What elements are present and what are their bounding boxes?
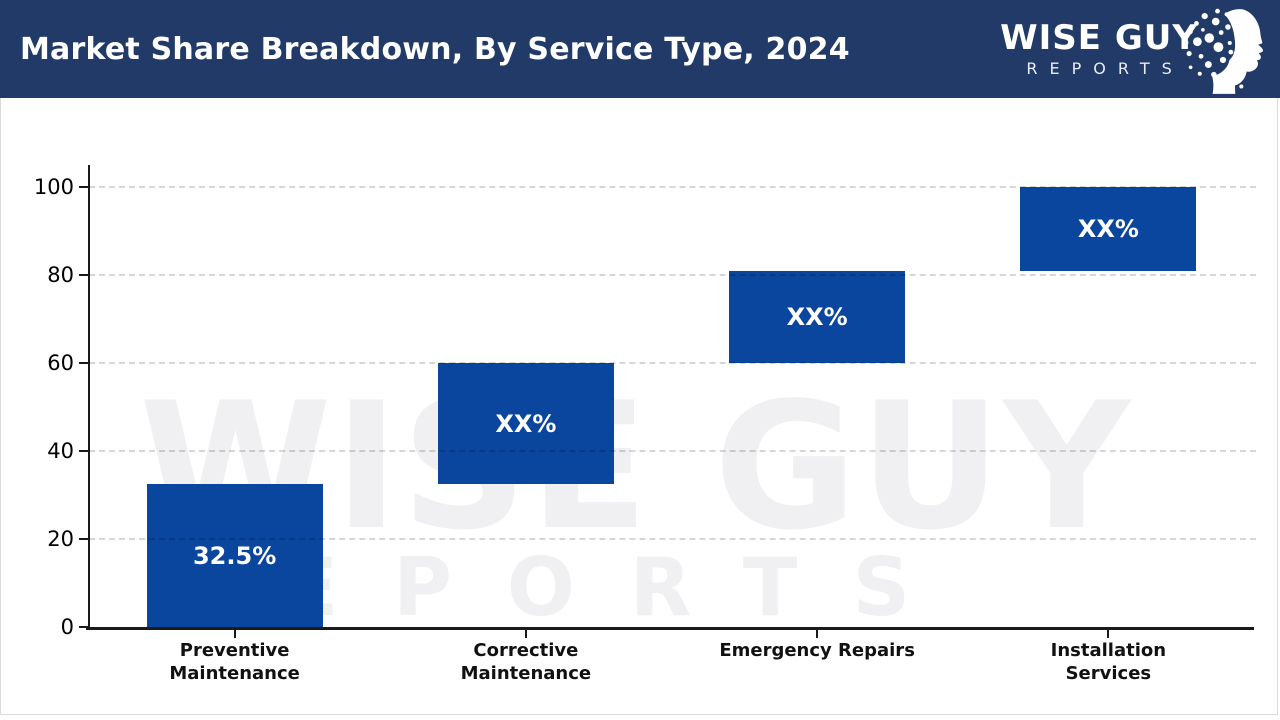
gridline: [89, 538, 1256, 540]
wise-guy-logo: WISE GUY REPORTS: [1000, 4, 1266, 94]
waterfall-bar: 32.5%: [146, 484, 323, 627]
watermark-wordmark: WISE GUY REPORTS: [139, 380, 1132, 634]
header: Market Share Breakdown, By Service Type,…: [0, 0, 1280, 98]
y-axis-tick-label: 80: [47, 263, 74, 287]
y-axis-tick-label: 60: [47, 351, 74, 375]
gridline: [89, 274, 1256, 276]
y-axis-tick-mark: [79, 362, 89, 364]
bar-value-label: XX%: [1077, 214, 1139, 243]
gridline: [89, 362, 1256, 364]
x-axis-tick-mark: [816, 630, 819, 638]
category-label: Preventive Maintenance: [169, 640, 300, 684]
x-axis-line: [86, 627, 1254, 630]
bar-value-label: 32.5%: [192, 541, 277, 570]
category-label: Corrective Maintenance: [460, 640, 592, 684]
y-axis-tick-mark: [79, 450, 89, 452]
waterfall-bar: XX%: [729, 270, 906, 363]
page-title: Market Share Breakdown, By Service Type,…: [20, 31, 850, 67]
category-label: Installation Services: [1050, 640, 1167, 684]
y-axis-tick-label: 40: [47, 439, 74, 463]
gridline: [89, 186, 1256, 188]
y-axis-tick-label: 0: [60, 615, 74, 639]
x-axis-tick-mark: [524, 630, 527, 638]
category-label: Emergency Repairs: [719, 640, 915, 661]
y-axis-tick-mark: [79, 186, 89, 188]
bar-value-label: XX%: [495, 409, 557, 438]
y-axis-tick-mark: [79, 626, 89, 628]
logo-line1: WISE GUY: [1000, 17, 1198, 58]
bar-value-label: XX%: [786, 302, 848, 331]
y-axis-tick-label: 20: [47, 527, 74, 551]
y-axis-tick-mark: [79, 274, 89, 276]
logo-line2: REPORTS: [1026, 58, 1184, 78]
x-axis-tick-mark: [1107, 630, 1110, 638]
logo-head-icon: [1184, 8, 1264, 94]
gridline: [89, 450, 1256, 452]
y-axis-tick-label: 100: [33, 175, 74, 199]
x-axis-tick-mark: [233, 630, 236, 638]
logo-wordmark: WISE GUY REPORTS: [1000, 21, 1198, 78]
waterfall-bar: XX%: [1020, 187, 1197, 271]
waterfall-bar: XX%: [437, 363, 614, 484]
y-axis-tick-mark: [79, 538, 89, 540]
y-axis-line: [88, 165, 90, 629]
